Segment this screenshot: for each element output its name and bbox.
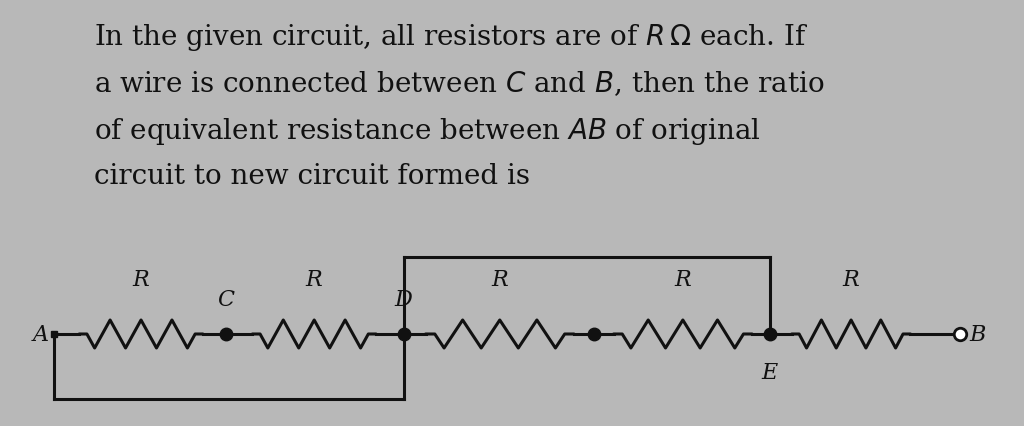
- Text: R: R: [675, 268, 691, 290]
- Text: D: D: [395, 288, 413, 310]
- Text: A: A: [33, 323, 48, 345]
- Text: of equivalent resistance between $AB$ of original: of equivalent resistance between $AB$ of…: [94, 116, 761, 147]
- Text: C: C: [217, 288, 234, 310]
- Text: E: E: [762, 361, 778, 383]
- Text: R: R: [133, 268, 150, 290]
- Text: R: R: [492, 268, 508, 290]
- Text: circuit to new circuit formed is: circuit to new circuit formed is: [94, 163, 530, 190]
- Text: a wire is connected between $C$ and $B$, then the ratio: a wire is connected between $C$ and $B$,…: [94, 69, 824, 98]
- Text: In the given circuit, all resistors are of $R\,\Omega$ each. If: In the given circuit, all resistors are …: [94, 22, 808, 53]
- Text: B: B: [970, 323, 986, 345]
- Text: R: R: [843, 268, 859, 290]
- Text: R: R: [306, 268, 323, 290]
